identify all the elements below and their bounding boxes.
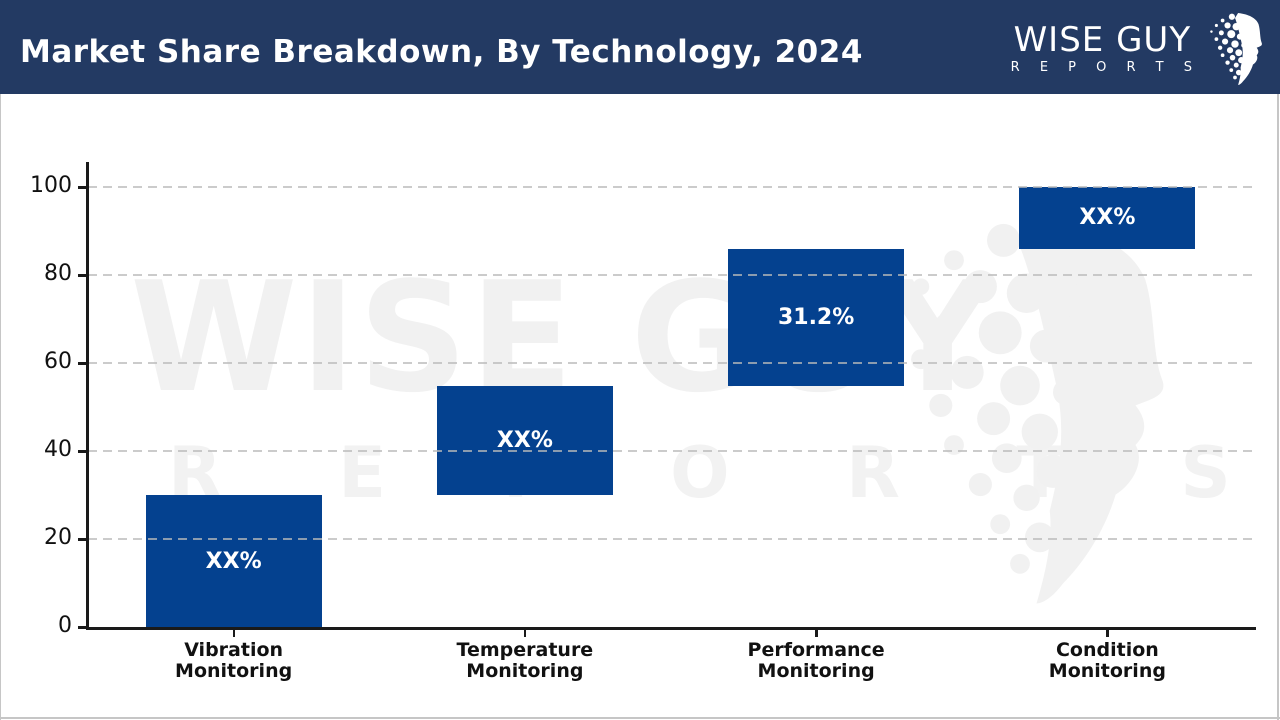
- y-tick-label: 20: [44, 525, 72, 550]
- bar-segment: XX%: [1019, 187, 1196, 249]
- wiseguy-logo: WISE GUY R E P O R T S: [1005, 6, 1266, 88]
- bar-value-label: XX%: [205, 548, 262, 574]
- chart-title: Market Share Breakdown, By Technology, 2…: [20, 34, 863, 70]
- y-tick-mark: [78, 274, 87, 277]
- gridline: [88, 186, 1253, 188]
- y-tick-mark: [78, 450, 87, 453]
- gridline: [88, 362, 1253, 364]
- y-tick-label: 100: [30, 173, 72, 198]
- x-tick-mark: [232, 629, 236, 637]
- gridline: [88, 450, 1253, 452]
- page-border-right: [1277, 94, 1279, 720]
- gridline: [88, 538, 1253, 540]
- page-border-bottom: [0, 717, 1280, 719]
- y-tick-label: 40: [44, 437, 72, 462]
- page-border-left: [0, 94, 1, 720]
- logo-head-icon: [1204, 10, 1266, 88]
- y-tick-label: 0: [58, 613, 72, 638]
- x-category-label: Condition Monitoring: [1048, 639, 1166, 682]
- x-tick-mark: [523, 629, 527, 637]
- x-tick-mark: [815, 629, 818, 637]
- y-tick-label: 80: [44, 261, 72, 286]
- y-tick-mark: [78, 626, 87, 629]
- x-category-label: Temperature Monitoring: [456, 639, 594, 682]
- bar-value-label: XX%: [1079, 205, 1136, 231]
- logo-subtitle: R E P O R T S: [1010, 59, 1200, 75]
- y-tick-mark: [78, 186, 87, 189]
- x-category-label: Vibration Monitoring: [175, 639, 293, 682]
- y-tick-mark: [78, 538, 87, 541]
- bar-segment: XX%: [436, 385, 613, 495]
- bar-value-label: 31.2%: [777, 304, 855, 330]
- header: Market Share Breakdown, By Technology, 2…: [0, 0, 1280, 94]
- bar-segment: 31.2%: [728, 248, 905, 386]
- y-axis-line: [86, 162, 89, 630]
- x-category-label: Performance Monitoring: [747, 639, 885, 682]
- logo-text: WISE GUY R E P O R T S: [1005, 20, 1200, 75]
- bar-value-label: XX%: [496, 427, 553, 453]
- x-axis-line: [86, 627, 1256, 630]
- gridline: [88, 274, 1253, 276]
- y-tick-label: 60: [44, 349, 72, 374]
- bar-segment: XX%: [145, 495, 322, 627]
- logo-name: WISE GUY: [1013, 20, 1192, 61]
- x-tick-mark: [1106, 629, 1109, 637]
- y-tick-mark: [78, 362, 87, 365]
